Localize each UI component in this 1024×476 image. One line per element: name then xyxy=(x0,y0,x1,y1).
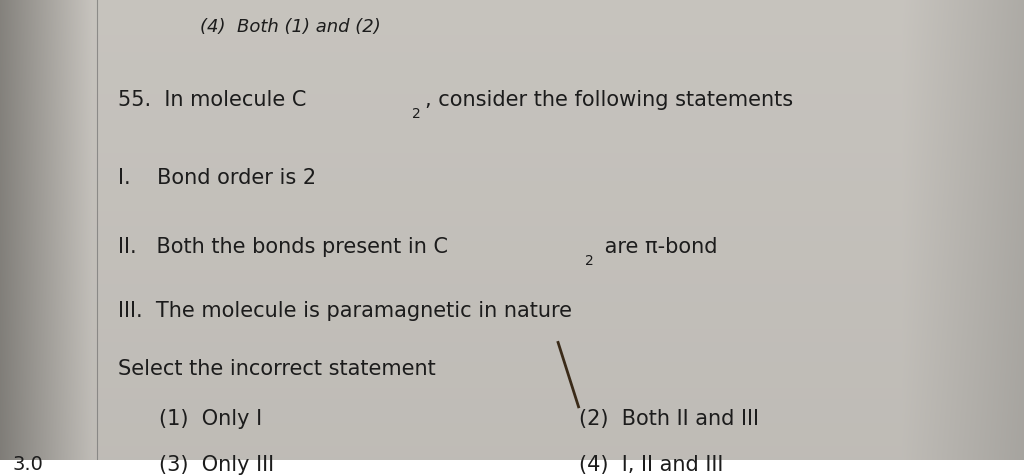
Text: II.   Both the bonds present in C: II. Both the bonds present in C xyxy=(118,237,447,257)
Text: III.  The molecule is paramagnetic in nature: III. The molecule is paramagnetic in nat… xyxy=(118,301,571,321)
Text: (4)  Both (1) and (2): (4) Both (1) and (2) xyxy=(200,19,381,36)
Text: are π-bond: are π-bond xyxy=(598,237,718,257)
Text: I.    Bond order is 2: I. Bond order is 2 xyxy=(118,168,315,188)
Text: (2)  Both II and III: (2) Both II and III xyxy=(579,409,759,429)
Text: 2: 2 xyxy=(585,254,594,268)
Text: 3.0: 3.0 xyxy=(12,455,43,474)
Text: 55.  In molecule C: 55. In molecule C xyxy=(118,89,306,109)
Text: (3)  Only III: (3) Only III xyxy=(159,455,273,475)
Text: (4)  I, II and III: (4) I, II and III xyxy=(579,455,723,475)
Text: Select the incorrect statement: Select the incorrect statement xyxy=(118,358,435,378)
Text: 2: 2 xyxy=(412,107,421,121)
Text: (1)  Only I: (1) Only I xyxy=(159,409,262,429)
Text: , consider the following statements: , consider the following statements xyxy=(425,89,793,109)
